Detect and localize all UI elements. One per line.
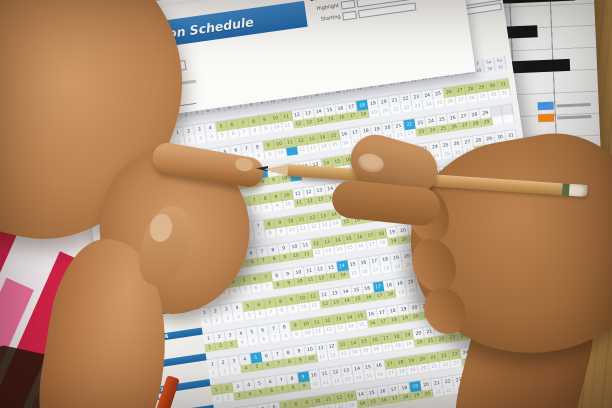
gantt-legend bbox=[537, 100, 592, 123]
shift-schedule-fields: Shift Schedule Highlight Starting bbox=[309, 0, 417, 25]
legend-row bbox=[537, 100, 591, 111]
legend-chip bbox=[537, 101, 554, 111]
highlight-label: Highlight bbox=[316, 3, 340, 13]
legend-text-smudge bbox=[556, 102, 591, 107]
pencil-cap bbox=[568, 183, 588, 198]
highlight-box bbox=[340, 0, 356, 10]
starting-box bbox=[342, 10, 358, 21]
legend-text-smudge bbox=[557, 114, 592, 119]
legend-chip bbox=[538, 113, 555, 123]
starting-label: Starting bbox=[320, 13, 342, 23]
